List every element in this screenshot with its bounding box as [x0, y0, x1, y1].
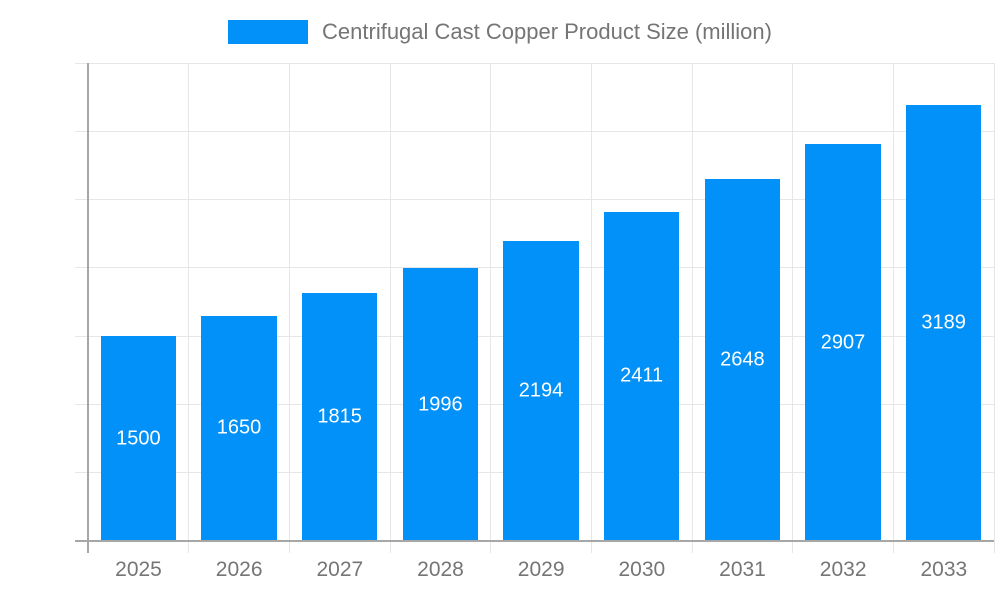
gridline-horizontal: [75, 199, 994, 201]
gridline-vertical: [892, 63, 894, 553]
bar-2025[interactable]: 1500: [100, 336, 177, 541]
plot-area: 1500 1650 1815 1996 2194 2411 2648 2907 3189: [75, 62, 995, 553]
bar-2032[interactable]: 2907: [805, 144, 881, 541]
chart-title: Centrifugal Cast Copper Product Size (mi…: [322, 19, 772, 44]
bar-value-label: 2907: [820, 331, 866, 353]
gridline-vertical: [389, 63, 391, 553]
x-axis-tick-label: 2030: [618, 558, 666, 581]
bar-2029[interactable]: 2194: [503, 241, 579, 541]
bar-value-label: 1815: [317, 405, 362, 428]
x-axis-tick-label: 2026: [215, 558, 263, 581]
x-axis-tick-label: 2031: [719, 558, 766, 581]
gridline-horizontal: [75, 130, 994, 132]
bar-2030[interactable]: 2411: [603, 211, 680, 541]
y-axis-line: [87, 63, 89, 553]
bar-2033[interactable]: 3189: [905, 105, 982, 541]
x-axis-tick-label: 2027: [316, 558, 364, 581]
bar-value-label: 3189: [921, 311, 966, 334]
bar-2027[interactable]: 1815: [301, 293, 378, 541]
legend-swatch: [228, 20, 309, 44]
bar-value-label: 2411: [620, 364, 664, 387]
gridline-vertical: [691, 63, 693, 553]
gridline-horizontal: [75, 62, 994, 64]
gridline-vertical: [490, 63, 492, 553]
gridline-vertical: [590, 63, 592, 553]
x-axis-tick-label: 2028: [417, 558, 464, 581]
x-axis-tick-label: 2033: [920, 558, 968, 581]
gridline-vertical: [188, 63, 190, 553]
x-axis-tick-label: 2032: [819, 558, 867, 581]
bar-value-label: 1500: [116, 427, 161, 450]
bar-2031[interactable]: 2648: [704, 179, 781, 541]
x-axis-line: [75, 540, 994, 542]
gridline-vertical: [288, 63, 290, 553]
x-axis-tick-label: 2029: [517, 558, 565, 581]
bar-value-label: 2194: [518, 379, 564, 402]
gridline-vertical: [792, 63, 794, 553]
bar-value-label: 1650: [216, 416, 262, 439]
bar-value-label: 2648: [720, 348, 765, 371]
bar-2026[interactable]: 1650: [201, 315, 277, 541]
bar-2028[interactable]: 1996: [402, 268, 479, 541]
x-axis-tick-label: 2025: [115, 558, 162, 581]
chart-legend[interactable]: Centrifugal Cast Copper Product Size (mi…: [0, 16, 1000, 48]
bar-value-label: 1996: [418, 393, 463, 416]
gridline-vertical: [993, 63, 995, 553]
